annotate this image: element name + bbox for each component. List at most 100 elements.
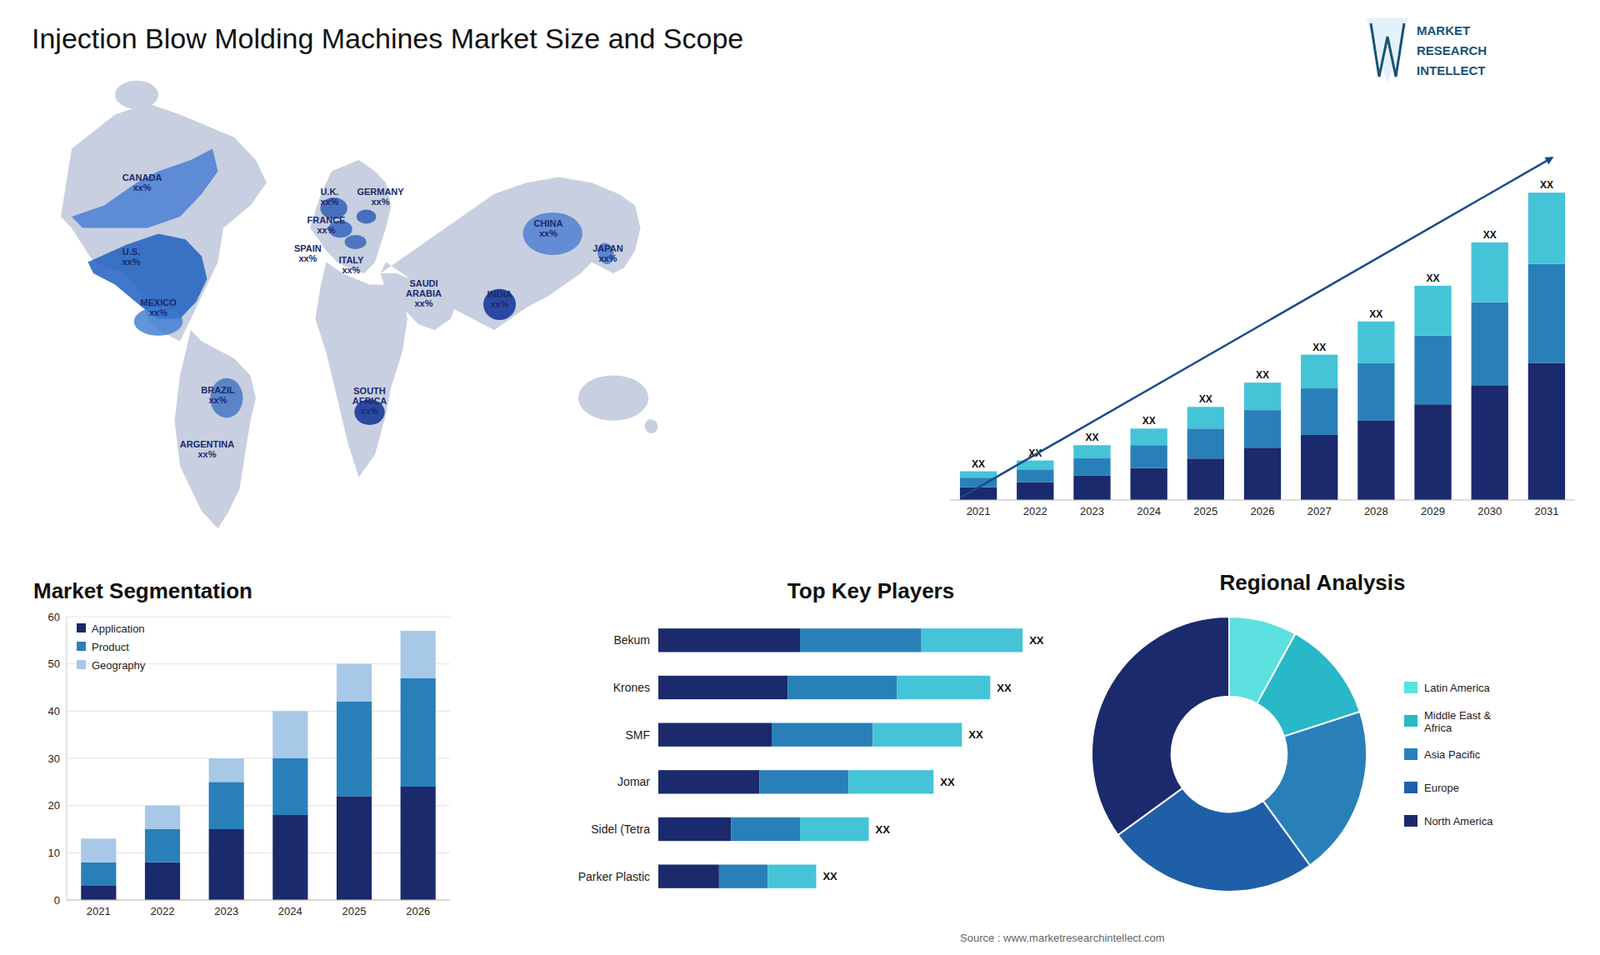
bar-chart: Market Segmentation010203040506020212022… xyxy=(33,578,450,918)
tick-label: 0 xyxy=(54,894,60,907)
bar xyxy=(1471,302,1509,385)
continent xyxy=(60,103,267,342)
bar xyxy=(1300,388,1338,435)
label-line: xx% xyxy=(149,307,168,318)
bar xyxy=(400,786,436,900)
legend: Latin AmericaMiddle East &AfricaAsia Pac… xyxy=(1404,681,1494,828)
label-line: MEXICO xyxy=(140,297,177,308)
bar xyxy=(658,723,772,747)
tick-label: 2022 xyxy=(1023,505,1048,518)
arrow xyxy=(961,157,1553,497)
bar xyxy=(1357,362,1395,420)
data-label: XX xyxy=(1369,308,1383,320)
tick-label: 2029 xyxy=(1420,505,1445,518)
data-label: XX xyxy=(1085,431,1099,444)
tick-label: 50 xyxy=(48,657,60,670)
label-line: ARGENTINA xyxy=(180,439,235,450)
map-label: SAUDIARABIAxx% xyxy=(405,278,442,309)
bar xyxy=(1414,404,1451,500)
legend-label: Asia Pacific xyxy=(1424,748,1481,761)
tick-label: 2023 xyxy=(214,905,239,918)
continent xyxy=(642,417,660,435)
continent xyxy=(380,176,641,330)
page: Injection Blow Molding Machines Market S… xyxy=(0,0,1600,955)
bar xyxy=(1073,475,1110,500)
bar xyxy=(272,815,308,900)
bar xyxy=(80,885,116,900)
bar xyxy=(145,805,180,830)
bar xyxy=(658,865,720,889)
grid-line xyxy=(66,852,450,854)
bar-chart: Top Key PlayersXXXXXXXXXXXXBekumKronesSM… xyxy=(578,578,1045,889)
bar xyxy=(1016,482,1054,500)
bar xyxy=(336,664,372,702)
bar xyxy=(400,630,436,679)
map: CANADAxx%U.S.xx%MEXICOxx%BRAZILxx%ARGENT… xyxy=(60,80,660,529)
bar xyxy=(145,862,180,900)
map-label: INDIAxx% xyxy=(487,289,513,310)
bar xyxy=(1414,335,1451,405)
grid-line xyxy=(66,758,450,760)
data-label: XX xyxy=(1483,229,1497,241)
bar xyxy=(400,678,436,787)
tick-label: 2024 xyxy=(1136,505,1161,518)
bar xyxy=(1016,469,1054,482)
axis-line xyxy=(66,616,68,900)
bar xyxy=(1187,406,1225,429)
map-label: JAPANxx% xyxy=(592,243,624,264)
bars xyxy=(80,630,436,900)
data-label: XX xyxy=(875,823,891,836)
legend-swatch xyxy=(76,660,86,670)
bar xyxy=(1244,447,1281,500)
bar xyxy=(209,758,245,782)
map-label: ITALYxx% xyxy=(338,255,365,275)
bar xyxy=(1130,428,1167,445)
tick-label: 20 xyxy=(48,799,60,812)
map-label: U.K.xx% xyxy=(320,186,339,207)
bar xyxy=(1528,362,1565,500)
logo-text: INTELLECT xyxy=(1416,63,1486,78)
bar xyxy=(272,758,308,815)
legend-swatch xyxy=(1404,748,1418,760)
label-line: SOUTH xyxy=(353,385,386,396)
tick-label: 2025 xyxy=(1193,505,1218,518)
map-label: MEXICOxx% xyxy=(140,297,177,318)
tick-label: 10 xyxy=(48,846,60,860)
label-line: xx% xyxy=(132,182,151,193)
bar xyxy=(1357,321,1395,364)
chart-title: Market Segmentation xyxy=(33,578,253,604)
label-line: SPAIN xyxy=(294,243,322,254)
label-line: xx% xyxy=(121,256,140,267)
bar xyxy=(1187,428,1225,459)
data-label: XX xyxy=(968,728,984,741)
bar-chart: XXXXXXXXXXXXXXXXXXXXXX202120222023202420… xyxy=(950,179,1575,517)
bar xyxy=(1244,410,1281,448)
bar xyxy=(1300,355,1338,390)
label-line: xx% xyxy=(360,405,379,416)
legend-label: Product xyxy=(91,640,130,654)
label-line: xx% xyxy=(208,395,227,405)
data-label: XX xyxy=(1426,272,1440,285)
bar xyxy=(800,628,922,652)
bar xyxy=(209,781,245,830)
country xyxy=(71,148,219,228)
legend-swatch xyxy=(1404,781,1418,794)
map-label: U.S.xx% xyxy=(121,246,140,267)
bar xyxy=(848,770,934,794)
legend-label: Latin America xyxy=(1424,681,1491,695)
tick-label: 2027 xyxy=(1307,505,1332,518)
data-label: XX xyxy=(1199,393,1213,405)
map-label: SPAINxx% xyxy=(294,243,322,264)
bar xyxy=(800,817,870,841)
bars xyxy=(960,192,1565,500)
bar xyxy=(145,829,180,863)
label-line: U.K. xyxy=(320,186,339,197)
bar xyxy=(209,829,245,900)
bar xyxy=(872,723,962,747)
bar xyxy=(787,675,897,700)
grid-line xyxy=(66,900,450,901)
label-line: Africa xyxy=(1424,720,1453,734)
map-label: CANADAxx% xyxy=(122,172,163,193)
bar xyxy=(1073,445,1110,458)
label-line: xx% xyxy=(539,228,558,239)
